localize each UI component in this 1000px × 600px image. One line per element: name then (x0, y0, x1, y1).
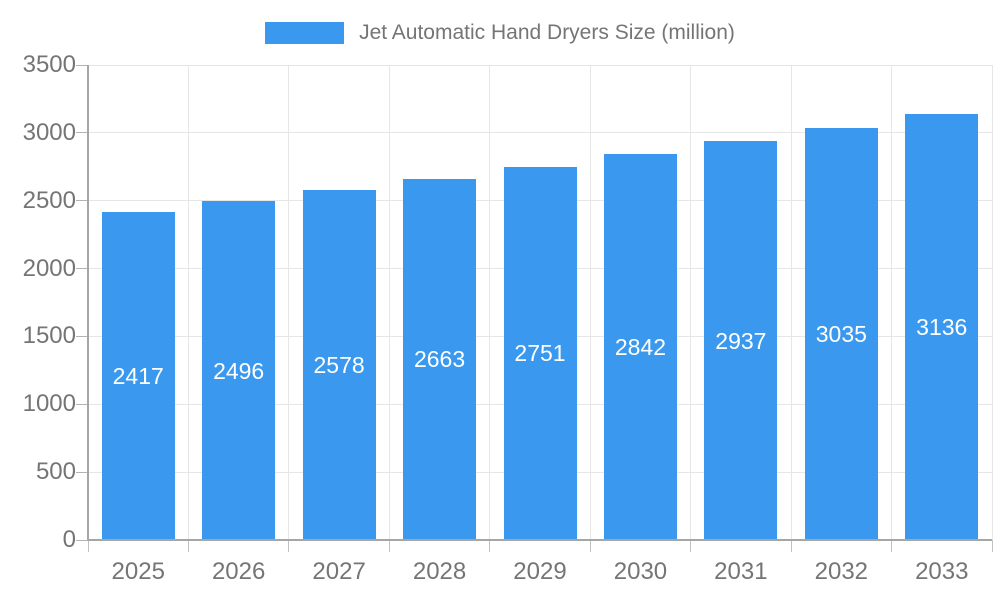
x-axis-tick (288, 540, 290, 552)
bar-value-label: 2578 (313, 352, 365, 379)
y-axis-tick (76, 200, 88, 202)
y-gridline (88, 64, 992, 66)
y-axis-label: 500 (35, 458, 76, 486)
x-axis-tick (489, 540, 491, 552)
x-gridline (690, 65, 692, 540)
x-axis-line (88, 539, 992, 541)
x-axis-tick (87, 540, 89, 552)
bar-2030[interactable]: 2842 (603, 154, 677, 540)
x-axis-label: 2028 (412, 558, 467, 585)
y-axis-tick (76, 471, 88, 473)
y-axis-tick (76, 132, 88, 134)
legend-swatch (265, 22, 345, 44)
x-axis-label: 2025 (111, 558, 165, 585)
x-axis-tick (187, 540, 189, 552)
x-gridline (891, 65, 893, 540)
x-axis-label: 2033 (915, 558, 969, 585)
x-gridline (589, 65, 591, 540)
x-gridline (489, 65, 491, 540)
x-axis-label: 2026 (211, 558, 266, 585)
bar-2028[interactable]: 2663 (403, 178, 477, 540)
y-gridline (88, 132, 992, 134)
legend-label: Jet Automatic Hand Dryers Size (million) (359, 21, 735, 44)
x-axis-tick (690, 540, 692, 552)
x-gridline (288, 65, 290, 540)
y-axis-label: 1000 (22, 390, 76, 418)
bar-2029[interactable]: 2751 (503, 166, 577, 540)
x-gridline (790, 65, 792, 540)
y-axis-label: 2000 (22, 254, 76, 282)
y-axis-tick (76, 335, 88, 337)
x-gridline (187, 65, 189, 540)
bar-2027[interactable]: 2578 (302, 190, 376, 540)
bar-2033[interactable]: 3136 (905, 114, 979, 540)
bar-value-label: 2496 (213, 357, 265, 384)
x-gridline (991, 65, 993, 540)
y-axis-label: 3000 (22, 118, 76, 146)
x-gridline (388, 65, 390, 540)
bar-value-label: 2663 (413, 346, 466, 373)
x-axis-label: 2027 (312, 558, 366, 585)
y-axis-label: 0 (62, 526, 76, 553)
bar-value-label: 3136 (916, 314, 968, 341)
x-axis-label: 2029 (513, 558, 567, 585)
bar-value-label: 3035 (815, 321, 867, 348)
bar-value-label: 2417 (112, 362, 164, 389)
x-axis-tick (589, 540, 591, 552)
bar-2025[interactable]: 2417 (101, 211, 175, 540)
y-axis-tick (76, 268, 88, 270)
x-axis-label: 2032 (814, 558, 869, 585)
y-axis-tick (76, 539, 88, 541)
bar-2032[interactable]: 3035 (804, 128, 878, 540)
x-axis-label: 2031 (714, 558, 768, 585)
y-axis-line (87, 65, 89, 540)
x-axis-tick (991, 540, 993, 552)
bar-value-label: 2937 (715, 327, 767, 354)
x-axis-label: 2030 (613, 558, 668, 585)
y-axis-tick (76, 64, 88, 66)
x-axis-tick (790, 540, 792, 552)
y-axis-label: 1500 (22, 322, 76, 350)
y-axis-label: 2500 (22, 186, 76, 214)
x-axis-tick (891, 540, 893, 552)
x-axis-tick (388, 540, 390, 552)
chart-legend[interactable]: Jet Automatic Hand Dryers Size (million) (0, 14, 1000, 52)
bar-2026[interactable]: 2496 (202, 201, 276, 540)
y-axis-label: 3500 (22, 51, 76, 78)
bar-value-label: 2842 (614, 334, 667, 361)
bar-value-label: 2751 (514, 340, 566, 367)
bar-2031[interactable]: 2937 (704, 141, 778, 540)
y-axis-tick (76, 403, 88, 405)
